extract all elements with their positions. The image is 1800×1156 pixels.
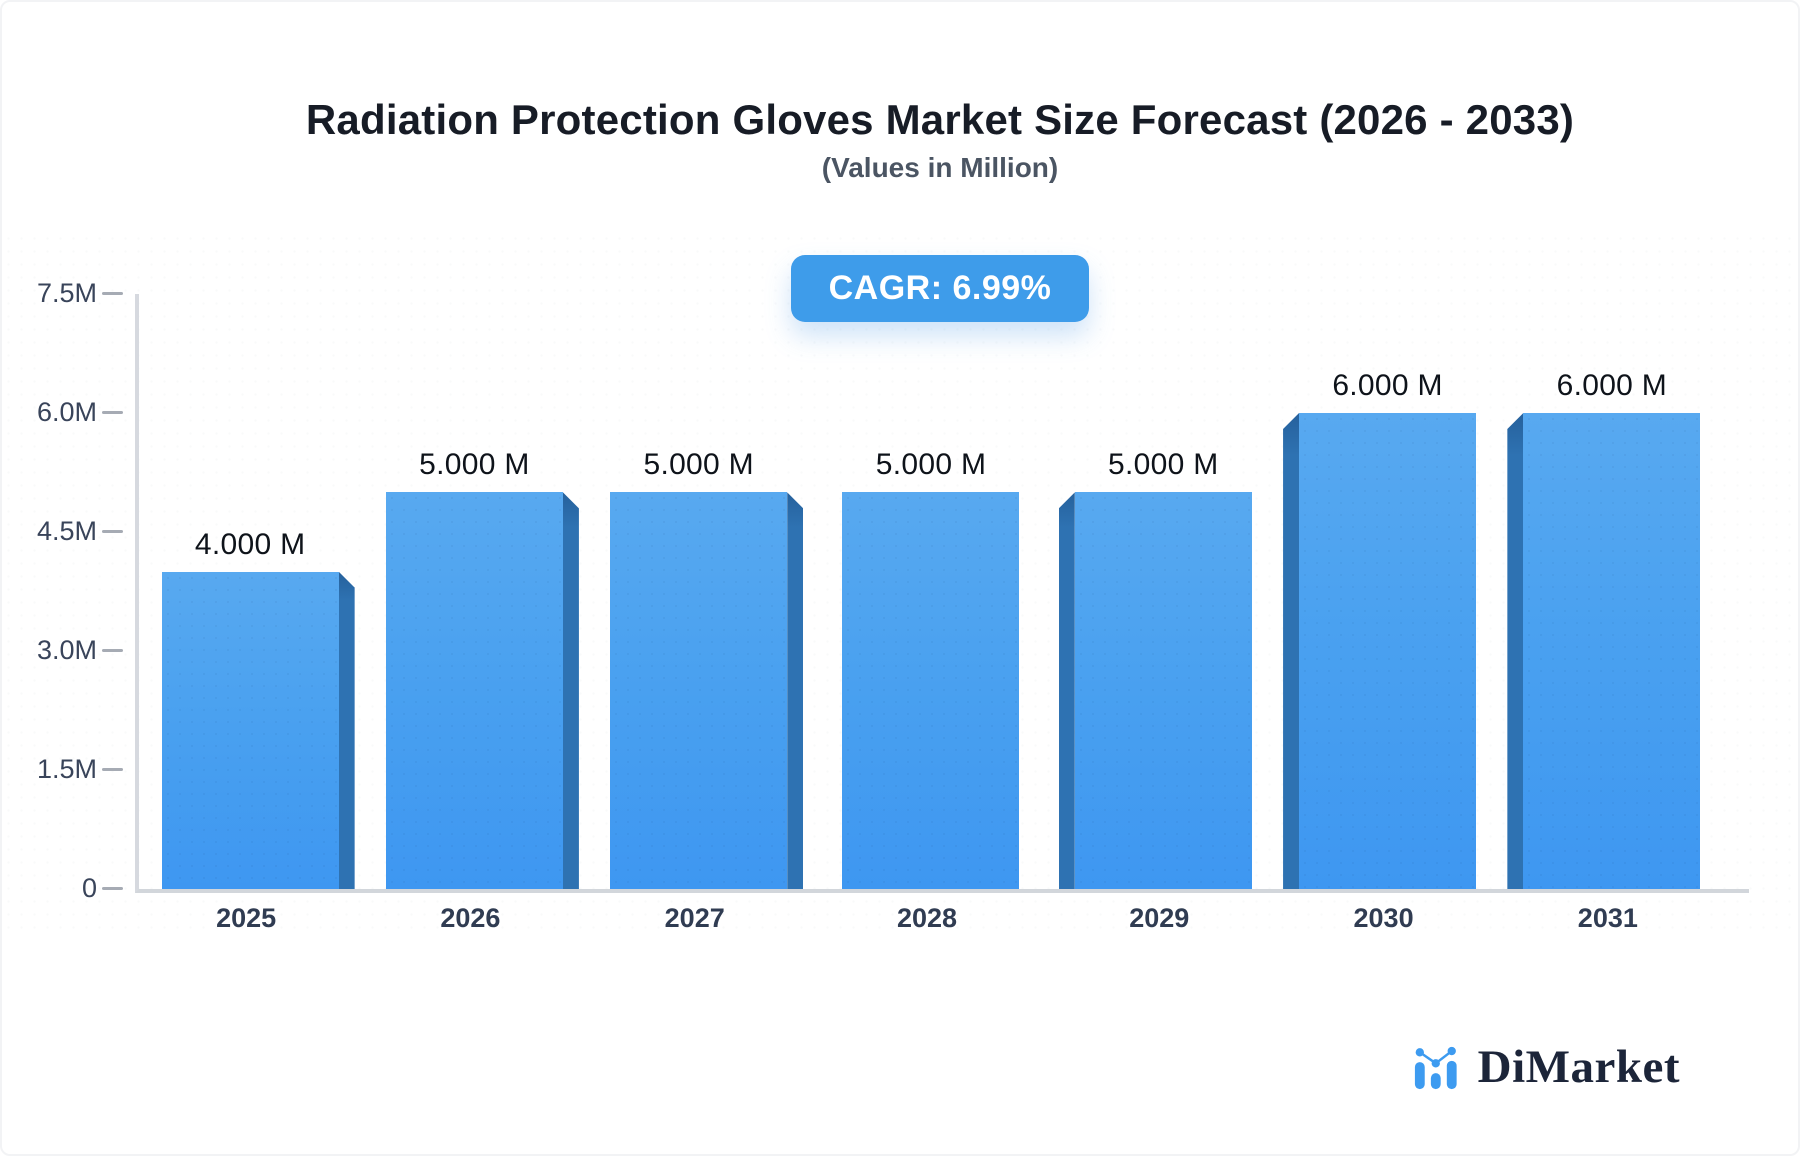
category-label: 2026 <box>440 903 501 933</box>
bar-side-face <box>1283 413 1300 889</box>
y-axis: 7.5M 6.0M 4.5M 3.0M 1.5M 0 <box>2 278 135 903</box>
bars-layer: 4.000 M 5.000 M 5.000 M 5.000 M 5.000 M 6.000… <box>146 294 1716 889</box>
y-tick-dash <box>102 530 123 533</box>
plot-area: 4.000 M 5.000 M 5.000 M 5.000 M 5.000 M 6.000… <box>135 294 1749 893</box>
chart-subtitle: (Values in Million) <box>821 152 1059 183</box>
category-label: 2030 <box>1353 903 1414 933</box>
category-label: 2028 <box>896 903 958 933</box>
y-tick-label: 6.0M <box>36 397 97 427</box>
category-slot: 2028 <box>815 903 1039 939</box>
bar-side-face <box>1058 492 1075 889</box>
category-label: 2031 <box>1577 903 1638 933</box>
bar-face <box>161 571 339 889</box>
bar-face <box>842 492 1020 889</box>
category-slot: 2026 <box>366 903 590 939</box>
y-tick-label: 3.0M <box>36 635 97 665</box>
bar-face-column: 4.000 M <box>161 527 339 889</box>
y-tick-label: 4.5M <box>36 516 97 546</box>
y-tick-dash <box>102 411 123 414</box>
y-tick-dash <box>102 768 123 771</box>
bar-face <box>1523 413 1701 889</box>
bar-value-label: 6.000 M <box>1556 369 1668 402</box>
bar-3d: 6.000 M <box>1507 369 1701 889</box>
bar-face <box>1299 413 1477 889</box>
y-tick-label: 0 <box>81 873 97 903</box>
bar-face-column: 5.000 M <box>610 448 788 889</box>
y-tick-label: 7.5M <box>36 278 97 308</box>
bar-value-label: 5.000 M <box>419 448 530 482</box>
bar-value-label: 5.000 M <box>1108 448 1219 482</box>
bar-face <box>610 492 788 889</box>
bar-face-column: 5.000 M <box>1074 448 1252 889</box>
bar-value-label: 5.000 M <box>875 448 987 482</box>
chart-title: Radiation Protection Gloves Market Size … <box>305 96 1575 143</box>
bar-face <box>385 492 563 889</box>
category-slot: 2031 <box>1488 903 1712 939</box>
y-tick-dash <box>102 292 123 295</box>
bar-group: 5.000 M <box>595 294 819 889</box>
bar-face <box>1074 492 1252 889</box>
bar-value-label: 5.000 M <box>643 448 754 482</box>
bar-face-column: 6.000 M <box>1299 369 1477 889</box>
bar-group: 6.000 M <box>1492 294 1716 889</box>
bar-face-column: 5.000 M <box>385 448 563 889</box>
bar-group: 6.000 M <box>1267 294 1491 889</box>
category-axis: 2025 2026 2027 2028 2029 2030 2031 <box>142 903 1712 939</box>
category-label: 2025 <box>216 903 277 933</box>
bar-3d: 4.000 M <box>161 527 355 889</box>
bar-group: 4.000 M <box>146 294 370 889</box>
bar-3d: 5.000 M <box>1058 448 1252 889</box>
category-slot: 2029 <box>1039 903 1263 939</box>
category-slot: 2027 <box>591 903 815 939</box>
cagr-badge-row: CAGR: 6.99% <box>135 255 1745 322</box>
bar-side-face <box>1507 413 1524 889</box>
dimarket-logo: DiMarket <box>1410 1040 1680 1094</box>
bar-value-label: 4.000 M <box>194 527 306 561</box>
category-slot: 2030 <box>1263 903 1487 939</box>
category-label: 2027 <box>664 903 725 933</box>
bar-3d: 5.000 M <box>842 448 1020 889</box>
bar-face-column: 6.000 M <box>1523 369 1701 889</box>
y-tick-dash <box>102 887 123 890</box>
y-tick-label: 1.5M <box>36 754 97 784</box>
bar-face-column: 5.000 M <box>842 448 1020 889</box>
bar-3d: 6.000 M <box>1283 369 1477 889</box>
y-tick-dash <box>102 649 123 652</box>
bar-side-face <box>787 492 804 889</box>
bar-group: 5.000 M <box>1043 294 1267 889</box>
category-label: 2029 <box>1129 903 1190 933</box>
bar-chart-logo-icon <box>1414 1046 1457 1090</box>
bar-side-face <box>338 571 355 889</box>
bar-side-face <box>562 492 579 889</box>
cagr-badge: CAGR: 6.99% <box>790 255 1090 322</box>
dimarket-logo-text: DiMarket <box>1477 1041 1680 1093</box>
bar-3d: 5.000 M <box>385 448 579 889</box>
bar-group: 5.000 M <box>370 294 594 889</box>
category-slot: 2025 <box>142 903 366 939</box>
bar-value-label: 6.000 M <box>1332 369 1443 402</box>
bar-group: 5.000 M <box>819 294 1043 889</box>
bar-3d: 5.000 M <box>610 448 804 889</box>
